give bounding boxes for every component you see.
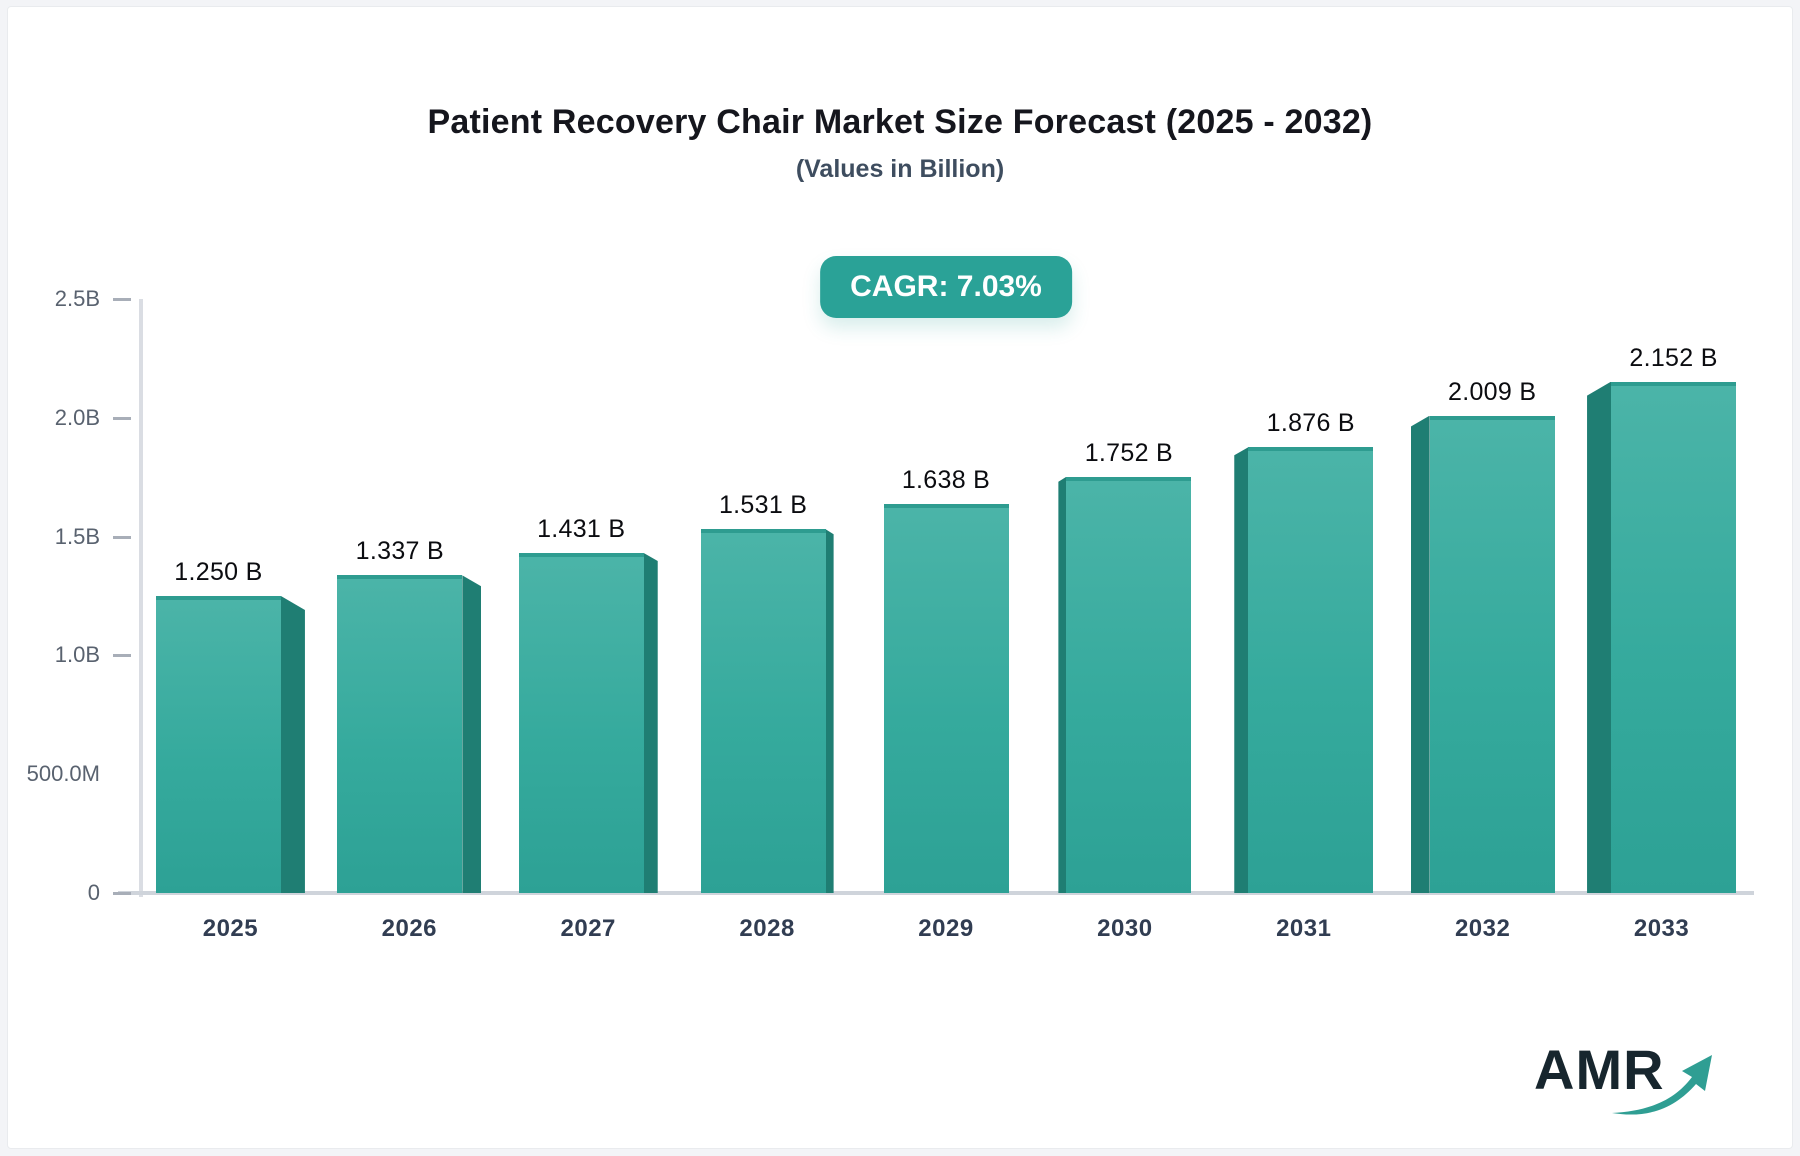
- bar-2033: [1611, 381, 1737, 893]
- bar-value-label: 1.250 B: [174, 558, 263, 586]
- bar-side-face: [1058, 476, 1067, 893]
- bar-chart-plot: 0 500.0M 1.0B 1.5B 2.0B 2.5B 1.250 B 2025 1.337 …: [8, 7, 1792, 1148]
- x-axis-baseline: [118, 891, 1754, 895]
- y-tick-mark: [113, 535, 131, 539]
- y-tick-mark: [113, 416, 131, 420]
- y-tick-label: 2.5B: [54, 286, 100, 311]
- x-tick-label: 2030: [1097, 915, 1153, 942]
- x-tick-label: 2028: [739, 915, 795, 942]
- bar-2031: [1248, 447, 1374, 893]
- x-tick-label: 2033: [1633, 915, 1690, 942]
- cagr-badge: CAGR: 7.03%: [820, 256, 1072, 318]
- chart-subtitle: (Values in Billion): [795, 155, 1005, 183]
- x-tick-label: 2029: [918, 915, 974, 942]
- y-tick-label: 0: [87, 880, 100, 905]
- x-tick-label: 2032: [1454, 915, 1511, 942]
- y-axis-line: [139, 299, 143, 897]
- bar-value-label: 1.752 B: [1084, 438, 1174, 467]
- bar-2027: [518, 552, 644, 893]
- bar-value-label: 1.531 B: [718, 491, 808, 520]
- x-tick-label: 2027: [560, 915, 616, 942]
- x-tick-label: 2031: [1276, 915, 1332, 942]
- y-tick-mark: [113, 298, 131, 301]
- bar-side-face: [1587, 381, 1612, 893]
- amr-logo: AMR: [1534, 1037, 1734, 1127]
- bar-value-label: 1.638 B: [901, 465, 991, 494]
- y-tick-label: 1.0B: [54, 642, 100, 668]
- chart-card: Patient Recovery Chair Market Size Forec…: [7, 6, 1793, 1149]
- bar-side-face: [280, 596, 305, 893]
- bar-value-label: 2.009 B: [1448, 377, 1537, 406]
- bar-2026: [337, 575, 463, 893]
- amr-logo-text: AMR: [1534, 1038, 1665, 1101]
- y-tick-label: 500.0M: [26, 761, 100, 787]
- bar-value-label: 1.876 B: [1266, 409, 1355, 438]
- bar-2032: [1429, 415, 1555, 893]
- x-tick-label: 2025: [202, 915, 259, 942]
- x-tick-label: 2026: [381, 915, 438, 942]
- bar-side-face: [1234, 447, 1249, 893]
- y-tick-label: 1.5B: [54, 523, 100, 549]
- chart-title: Patient Recovery Chair Market Size Forec…: [427, 103, 1373, 141]
- bar-2029: [883, 503, 1009, 893]
- bar-value-label: 1.337 B: [355, 537, 444, 566]
- growth-arrow-icon: [1612, 1055, 1712, 1115]
- y-tick-label: 2.0B: [54, 404, 100, 430]
- bar-side-face: [462, 575, 482, 893]
- bar-side-face: [825, 529, 834, 893]
- bar-side-face: [1410, 415, 1430, 893]
- bar-side-face: [643, 552, 658, 893]
- bar-2030: [1066, 476, 1192, 893]
- y-tick-mark: [113, 654, 131, 658]
- bar-2025: [155, 596, 281, 893]
- bar-2028: [700, 529, 826, 893]
- bar-value-label: 2.152 B: [1629, 343, 1718, 372]
- bar-value-label: 1.431 B: [537, 514, 626, 543]
- y-tick-mark: [113, 892, 131, 895]
